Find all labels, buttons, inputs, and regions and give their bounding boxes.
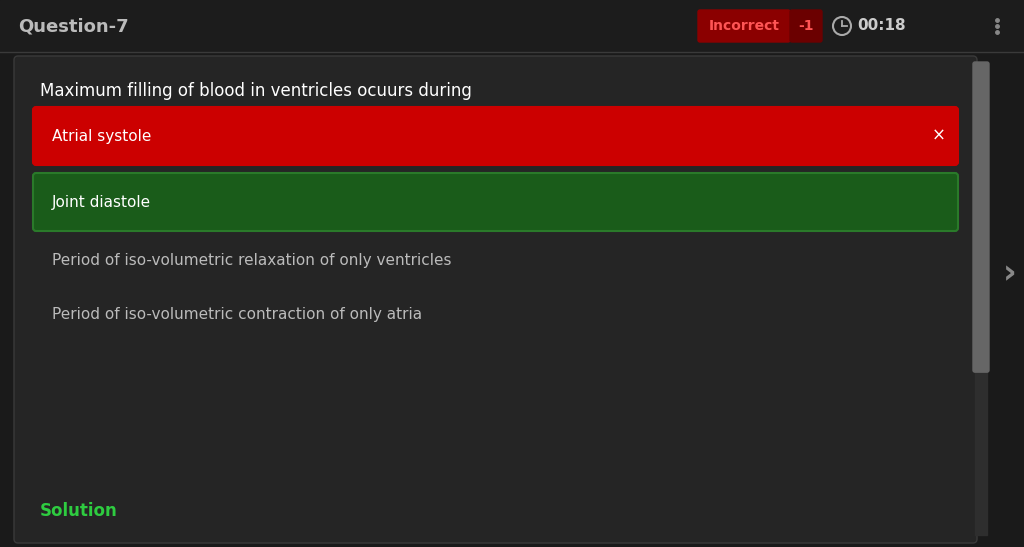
- Bar: [0, 0, 1024, 52]
- Text: ›: ›: [1004, 257, 1017, 290]
- Text: Atrial systole: Atrial systole: [52, 129, 152, 143]
- FancyBboxPatch shape: [973, 62, 989, 372]
- FancyBboxPatch shape: [790, 10, 822, 42]
- FancyBboxPatch shape: [33, 107, 958, 165]
- Text: Period of iso-volumetric relaxation of only ventricles: Period of iso-volumetric relaxation of o…: [52, 253, 452, 267]
- Text: Question-7: Question-7: [18, 17, 129, 35]
- Text: Maximum filling of blood in ventricles ocuurs during: Maximum filling of blood in ventricles o…: [40, 82, 472, 100]
- Text: Incorrect: Incorrect: [709, 19, 779, 33]
- Text: 00:18: 00:18: [857, 19, 905, 33]
- Bar: [975, 64, 987, 535]
- FancyBboxPatch shape: [33, 173, 958, 231]
- Text: Joint diastole: Joint diastole: [52, 195, 152, 210]
- Text: Solution: Solution: [40, 502, 118, 520]
- Text: ×: ×: [932, 127, 946, 145]
- FancyBboxPatch shape: [14, 56, 977, 543]
- Text: -1: -1: [799, 19, 814, 33]
- Text: Period of iso-volumetric contraction of only atria: Period of iso-volumetric contraction of …: [52, 307, 422, 323]
- FancyBboxPatch shape: [698, 10, 790, 42]
